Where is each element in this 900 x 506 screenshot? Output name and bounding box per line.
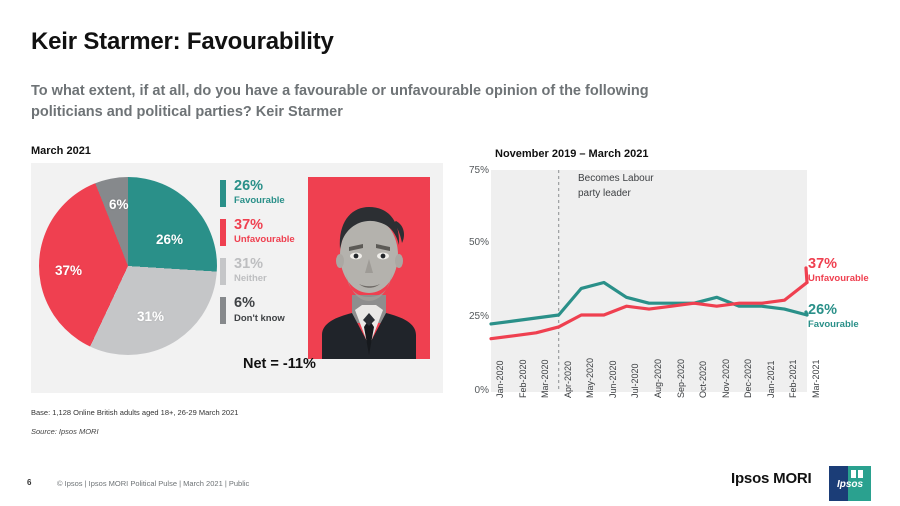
legend-value-favourable: 26% [234, 178, 264, 194]
series-end-label-unfavourable: 37% Unfavourable [808, 256, 869, 285]
legend-swatch-unfavourable [220, 219, 226, 247]
keir-starmer-portrait-image [308, 177, 430, 359]
x-tick-may-2020: May-2020 [585, 357, 596, 398]
y-tick-25: 25% [468, 311, 489, 322]
x-tick-jul-2020: Jul-2020 [630, 363, 641, 398]
series-end-label-favourable: 26% Favourable [808, 302, 859, 331]
legend-swatch-favourable [220, 180, 226, 207]
legend-swatch-dont-know [220, 297, 226, 325]
x-tick-oct-2020: Oct-2020 [698, 360, 709, 398]
x-tick-jun-2020: Jun-2020 [607, 360, 618, 398]
x-tick-feb-2021: Feb-2021 [788, 359, 799, 398]
x-tick-aug-2020: Aug-2020 [653, 358, 663, 398]
ipsos-logo-badge: Ipsos [829, 466, 871, 501]
pie-chart-panel: 26% 31% 37% 6% 26% Favourable 37% Unfavo… [31, 163, 443, 393]
logo-badge-text: Ipsos [836, 479, 864, 490]
legend-item-neither: 31% Neither [220, 256, 310, 286]
x-tick-jan-2020: Jan-2020 [495, 360, 505, 398]
legend-label-dont-know: Don't know [234, 312, 285, 324]
annotation-line-2: party leader [578, 187, 631, 199]
series-end-value-favourable: 26% [808, 302, 838, 318]
x-tick-dec-2020: Dec-2020 [743, 358, 754, 398]
x-tick-mar-2020: Mar-2020 [540, 359, 551, 398]
legend-swatch-neither [220, 258, 226, 286]
pie-slice-label-unfavourable: 37% [55, 263, 83, 278]
y-tick-75: 75% [468, 165, 489, 176]
pie-chart: 26% 31% 37% 6% [39, 177, 217, 355]
annotation-becomes-labour-leader: Becomes Labour party leader [578, 172, 654, 201]
page-subtitle: To what extent, if at all, do you have a… [31, 83, 649, 120]
base-note: Base: 1,128 Online British adults aged 1… [31, 408, 239, 417]
legend-value-dont-know: 6% [234, 295, 255, 312]
legend-label-unfavourable: Unfavourable [234, 234, 295, 246]
series-end-name-unfavourable: Unfavourable [808, 273, 869, 285]
pie-slice-label-neither: 31% [137, 309, 165, 324]
series-end-value-unfavourable: 37% [808, 256, 838, 272]
annotation-line-1: Becomes Labour [578, 173, 654, 184]
x-tick-feb-2020: Feb-2020 [517, 359, 528, 398]
net-score-label: Net = -11% [243, 356, 316, 372]
pie-legend: 26% Favourable 37% Unfavourable 31% Neit… [220, 178, 310, 335]
y-tick-50: 50% [468, 237, 489, 248]
x-tick-mar-2021: Mar-2021 [811, 359, 821, 398]
series-end-name-favourable: Favourable [808, 319, 859, 331]
footer-copyright: © Ipsos | Ipsos MORI Political Pulse | M… [57, 479, 250, 488]
x-tick-nov-2020: Nov-2020 [720, 358, 731, 398]
footer-divider [0, 461, 900, 462]
x-tick-sep-2020: Sep-2020 [675, 358, 686, 398]
pie-slice-label-favourable: 26% [156, 232, 184, 247]
logo-badge-blue-block [829, 466, 848, 501]
logo-badge-mark-1 [851, 470, 856, 478]
y-tick-0: 0% [474, 385, 489, 396]
pie-slice-label-dont-know: 6% [109, 197, 129, 212]
legend-label-favourable: Favourable [234, 195, 285, 207]
pie-chart-date-label: March 2021 [31, 145, 91, 157]
legend-item-favourable: 26% Favourable [220, 178, 310, 207]
ipsos-mori-logo-text: Ipsos MORI [731, 470, 812, 487]
line-chart-title: November 2019 – March 2021 [495, 148, 649, 160]
page-title: Keir Starmer: Favourability [31, 28, 334, 55]
x-tick-apr-2020: Apr-2020 [562, 360, 573, 398]
page-number: 6 [27, 478, 32, 487]
legend-value-unfavourable: 37% [234, 217, 264, 234]
logo-badge-mark-2 [858, 470, 863, 478]
legend-item-unfavourable: 37% Unfavourable [220, 217, 310, 247]
source-note: Source: Ipsos MORI [31, 427, 99, 436]
pie-disc [39, 177, 217, 355]
legend-label-neither: Neither [234, 273, 267, 285]
legend-value-neither: 31% [234, 256, 264, 273]
legend-item-dont-know: 6% Don't know [220, 295, 310, 325]
x-tick-jan-2021: Jan-2021 [765, 360, 776, 398]
